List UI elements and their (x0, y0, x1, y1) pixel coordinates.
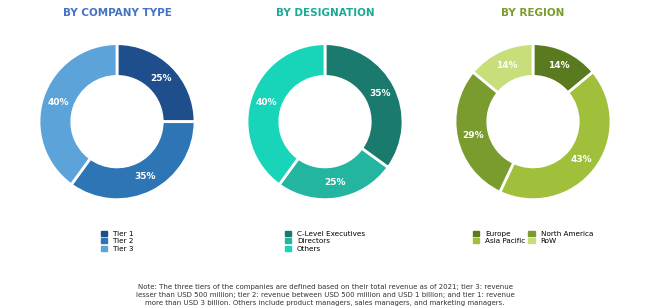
Legend: Europe, Asia Pacific, North America, RoW: Europe, Asia Pacific, North America, RoW (473, 231, 593, 245)
Wedge shape (473, 44, 533, 93)
Wedge shape (500, 72, 611, 200)
Text: 35%: 35% (369, 89, 391, 98)
Text: 40%: 40% (255, 98, 277, 107)
Wedge shape (325, 44, 403, 168)
Text: 43%: 43% (571, 155, 593, 164)
Wedge shape (279, 148, 388, 200)
Text: 25%: 25% (324, 178, 345, 187)
Text: 14%: 14% (496, 61, 517, 71)
Wedge shape (455, 72, 514, 192)
Title: BY REGION: BY REGION (501, 8, 565, 18)
Wedge shape (117, 44, 195, 122)
Wedge shape (247, 44, 325, 185)
Legend: C-Level Executives, Directors, Others: C-Level Executives, Directors, Others (285, 231, 365, 252)
Text: 29%: 29% (462, 131, 484, 140)
Title: BY COMPANY TYPE: BY COMPANY TYPE (62, 8, 172, 18)
Legend: Tier 1, Tier 2, Tier 3: Tier 1, Tier 2, Tier 3 (101, 231, 133, 252)
Title: BY DESIGNATION: BY DESIGNATION (276, 8, 374, 18)
Wedge shape (39, 44, 117, 185)
Text: 25%: 25% (150, 74, 172, 83)
Text: 35%: 35% (134, 172, 156, 181)
Wedge shape (71, 122, 195, 200)
Text: 40%: 40% (47, 98, 69, 107)
Wedge shape (533, 44, 593, 93)
Text: Note: The three tiers of the companies are defined based on their total revenue : Note: The three tiers of the companies a… (136, 285, 514, 306)
Text: 14%: 14% (549, 61, 570, 71)
